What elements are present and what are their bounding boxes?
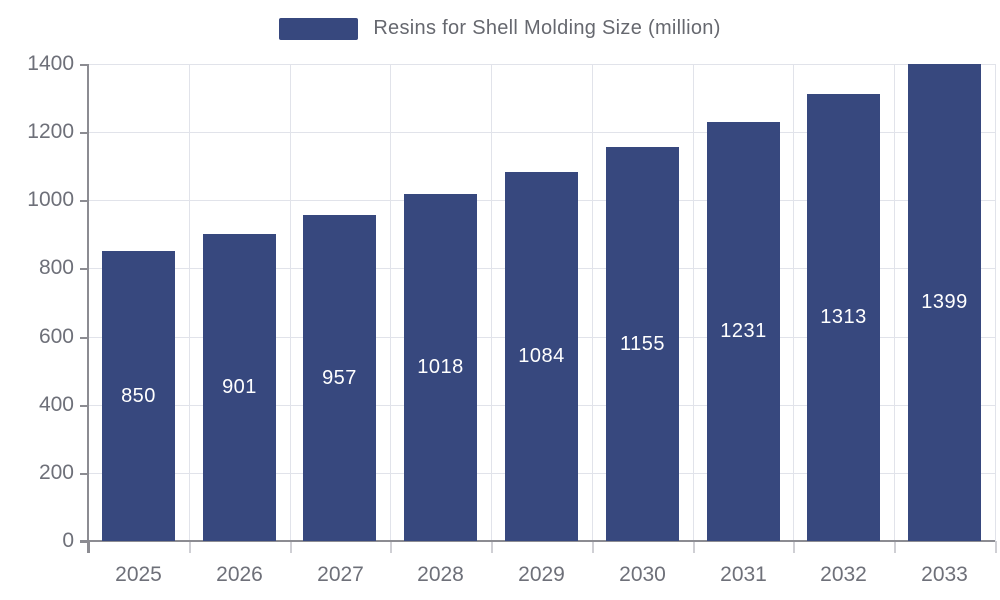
x-axis-tick: [894, 541, 896, 553]
x-gridline: [491, 64, 492, 541]
bar-value-label: 850: [121, 384, 156, 407]
bar-value-label: 1084: [518, 345, 565, 367]
x-axis-label: 2027: [317, 563, 364, 586]
legend-label: Resins for Shell Molding Size (million): [373, 17, 721, 39]
bar-2032[interactable]: 1313: [807, 94, 880, 541]
y-axis-label: 1400: [27, 52, 74, 75]
y-gridline: [88, 64, 995, 65]
y-axis-label: 800: [38, 256, 74, 279]
x-axis-tick: [88, 541, 90, 553]
y-axis-line: [87, 64, 89, 553]
bar-2029[interactable]: 1084: [505, 172, 578, 541]
x-gridline: [793, 64, 794, 541]
x-gridline: [592, 64, 593, 541]
bar-2030[interactable]: 1155: [606, 147, 679, 541]
x-axis-tick: [390, 541, 392, 553]
x-axis-label: 2028: [417, 563, 464, 586]
x-axis-tick: [592, 541, 594, 553]
y-axis-label: 1200: [27, 120, 74, 143]
y-axis-label: 200: [38, 461, 74, 484]
x-axis-tick: [290, 541, 292, 553]
legend-swatch-icon: [279, 17, 359, 40]
bar-value-label: 1231: [720, 320, 767, 342]
y-gridline: [88, 132, 995, 133]
x-gridline: [693, 64, 694, 541]
x-axis-tick: [793, 541, 795, 553]
bar-2033[interactable]: 1399: [908, 64, 981, 541]
y-axis-tick: [80, 200, 88, 202]
y-axis-label: 400: [38, 393, 74, 416]
x-gridline: [894, 64, 895, 541]
bar-2027[interactable]: 957: [303, 215, 376, 541]
bar-2031[interactable]: 1231: [707, 122, 780, 541]
y-axis-tick: [80, 132, 88, 134]
bar-value-label: 1399: [921, 291, 968, 313]
x-axis-label: 2026: [216, 563, 263, 586]
x-axis-label: 2033: [921, 563, 968, 586]
x-axis-label: 2031: [720, 563, 767, 586]
x-axis-label: 2025: [115, 563, 162, 586]
bar-2026[interactable]: 901: [203, 234, 276, 541]
x-gridline: [390, 64, 391, 541]
bar-value-label: 1155: [619, 332, 665, 355]
x-gridline: [995, 64, 996, 541]
bar-2025[interactable]: 850: [102, 251, 175, 541]
y-axis-tick: [80, 405, 88, 407]
x-axis-tick: [189, 541, 191, 553]
x-axis-label: 2032: [820, 563, 867, 586]
y-axis-tick: [80, 473, 88, 475]
x-axis-label: 2029: [518, 563, 565, 586]
x-axis-label: 2030: [619, 563, 666, 586]
x-axis-tick: [995, 541, 997, 553]
y-axis-tick: [80, 268, 88, 270]
y-axis-label: 0: [62, 529, 74, 552]
bar-value-label: 901: [222, 376, 257, 398]
y-axis-label: 1000: [27, 188, 74, 211]
legend[interactable]: Resins for Shell Molding Size (million): [0, 17, 1000, 40]
y-axis-label: 600: [38, 325, 74, 348]
y-axis-tick: [80, 337, 88, 339]
x-axis-tick: [693, 541, 695, 553]
x-gridline: [290, 64, 291, 541]
x-axis-line: [80, 540, 995, 542]
x-axis-tick: [491, 541, 493, 553]
bar-value-label: 1313: [820, 306, 867, 328]
y-axis-tick: [80, 64, 88, 66]
bar-2028[interactable]: 1018: [404, 194, 477, 541]
y-axis-tick: [80, 541, 88, 543]
bar-value-label: 1018: [417, 356, 464, 378]
bar-value-label: 957: [322, 366, 357, 389]
x-gridline: [189, 64, 190, 541]
